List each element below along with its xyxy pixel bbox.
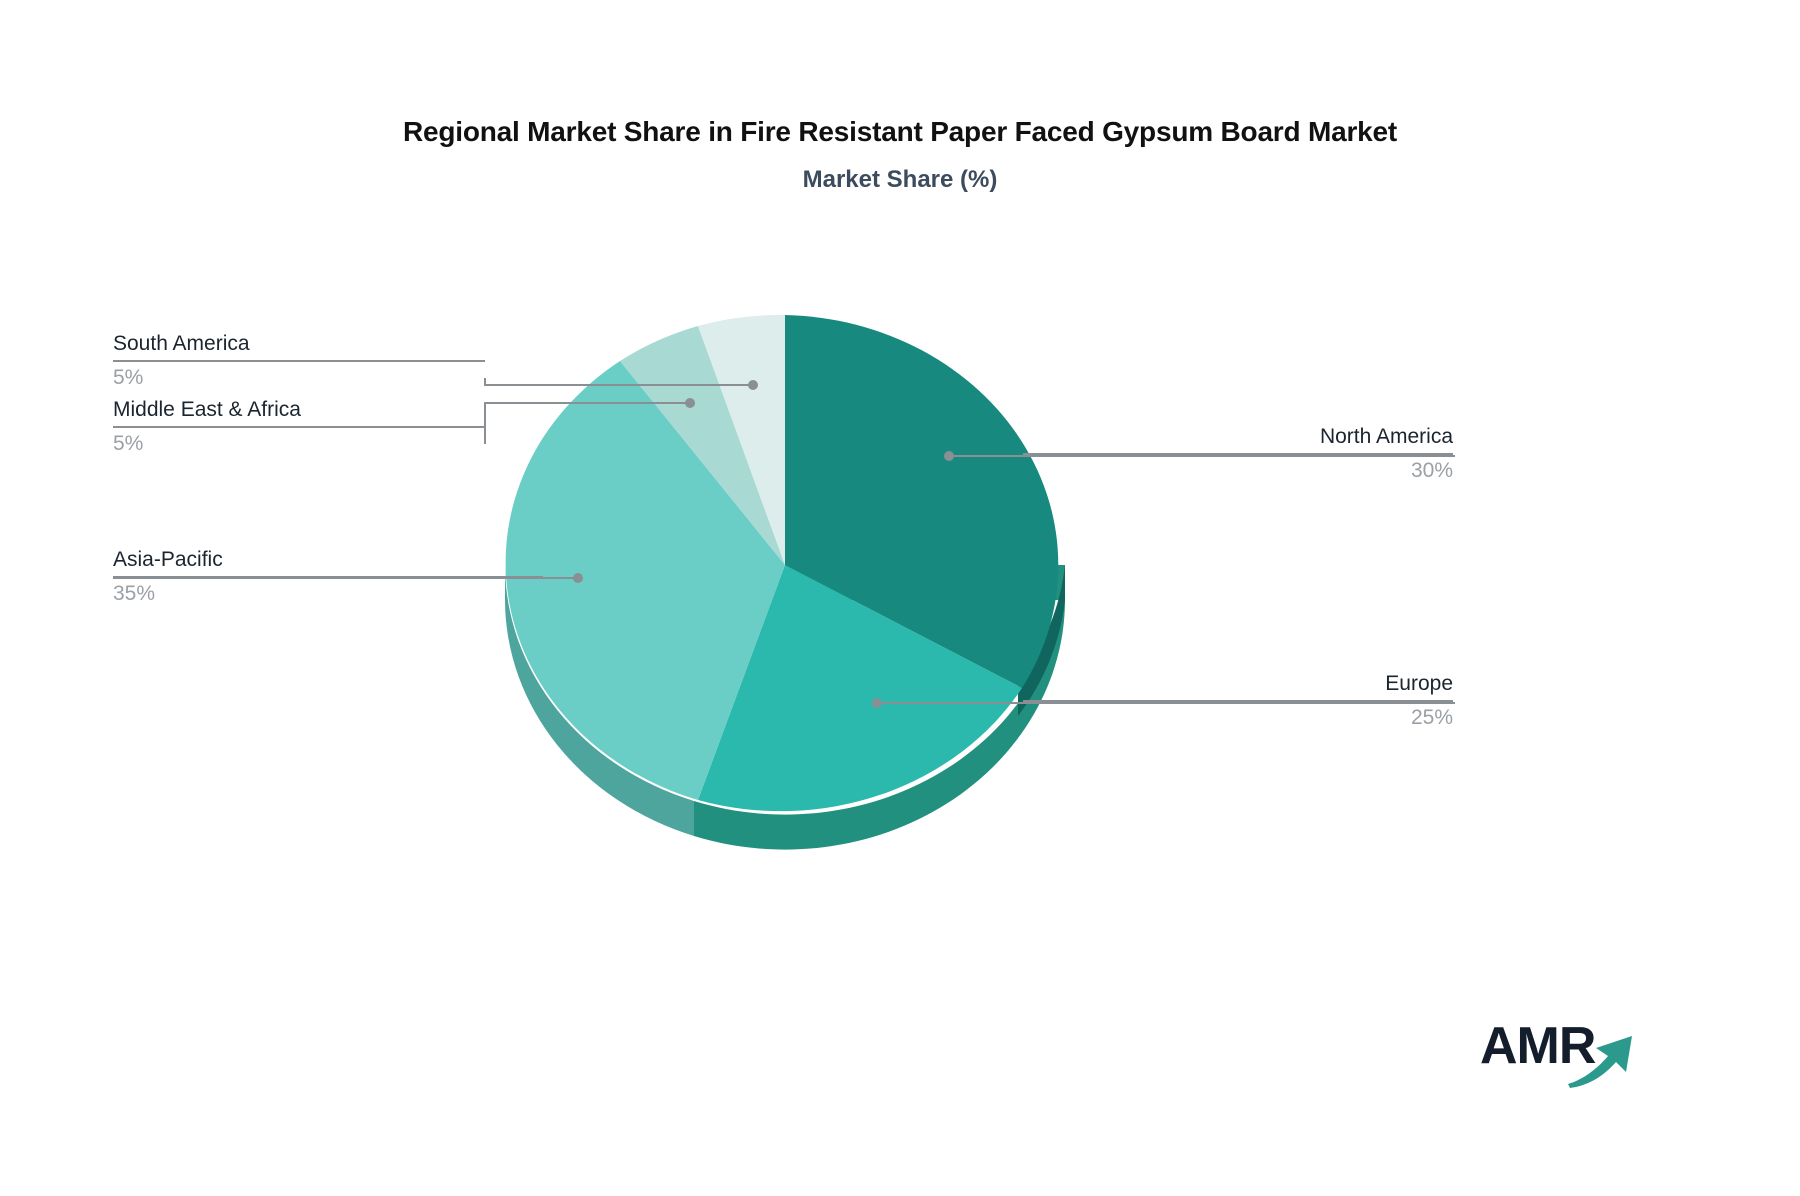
connector-dot-asia-pacific xyxy=(573,573,583,583)
connector-dot-middle-east-africa xyxy=(685,398,695,408)
connector-dot-south-america xyxy=(748,380,758,390)
callout-label-middle-east-africa: Middle East & Africa xyxy=(113,398,301,421)
callout-rule-south-america xyxy=(113,360,485,362)
callout-value-south-america: 5% xyxy=(113,366,144,389)
pie-side-europe-right xyxy=(1018,565,1065,716)
pie-slice-asia-pacific xyxy=(505,361,785,800)
pie-depth-walls xyxy=(505,565,1065,850)
callout-asia-pacific: Asia-Pacific 35% xyxy=(113,547,543,608)
pie-side-asia-pacific xyxy=(505,565,694,836)
callout-rule-north-america xyxy=(1023,453,1453,455)
callout-middle-east-africa: Middle East & Africa 5% xyxy=(113,397,485,458)
growth-arrow-icon xyxy=(1568,1036,1632,1088)
callout-north-america: North America 30% xyxy=(1023,424,1453,485)
connector-middle-east-africa xyxy=(484,402,687,444)
callout-label-europe: Europe xyxy=(1385,672,1453,695)
pie-top-face xyxy=(505,314,1059,812)
callout-label-north-america: North America xyxy=(1319,425,1453,448)
connector-dot-north-america xyxy=(944,451,954,461)
pie-slice-europe xyxy=(698,565,1022,812)
callout-south-america: South America 5% xyxy=(113,331,485,392)
pie-slice-south-america xyxy=(698,314,785,565)
callout-rule-middle-east-africa xyxy=(113,426,485,428)
callout-europe: Europe 25% xyxy=(1023,671,1453,732)
amr-logo-text: AMR xyxy=(1480,1017,1596,1075)
callout-value-europe: 25% xyxy=(1410,706,1453,729)
callout-rule-europe xyxy=(1023,700,1453,702)
callout-label-south-america: South America xyxy=(113,332,250,355)
page-title: Regional Market Share in Fire Resistant … xyxy=(402,116,1398,147)
pie-slice-north-america xyxy=(785,315,1059,688)
callout-rule-asia-pacific xyxy=(113,576,543,578)
connector-dot-europe xyxy=(872,698,882,708)
amr-logo: AMR xyxy=(1480,1008,1640,1088)
pie-side-europe xyxy=(694,565,1065,850)
chart-subtitle: Market Share (%) xyxy=(802,166,998,193)
callout-value-asia-pacific: 35% xyxy=(113,582,156,605)
callout-label-asia-pacific: Asia-Pacific xyxy=(113,548,223,571)
callout-value-middle-east-africa: 5% xyxy=(113,432,144,455)
connector-lines xyxy=(113,378,1455,708)
connector-south-america xyxy=(484,378,750,386)
callout-value-north-america: 30% xyxy=(1410,459,1453,482)
